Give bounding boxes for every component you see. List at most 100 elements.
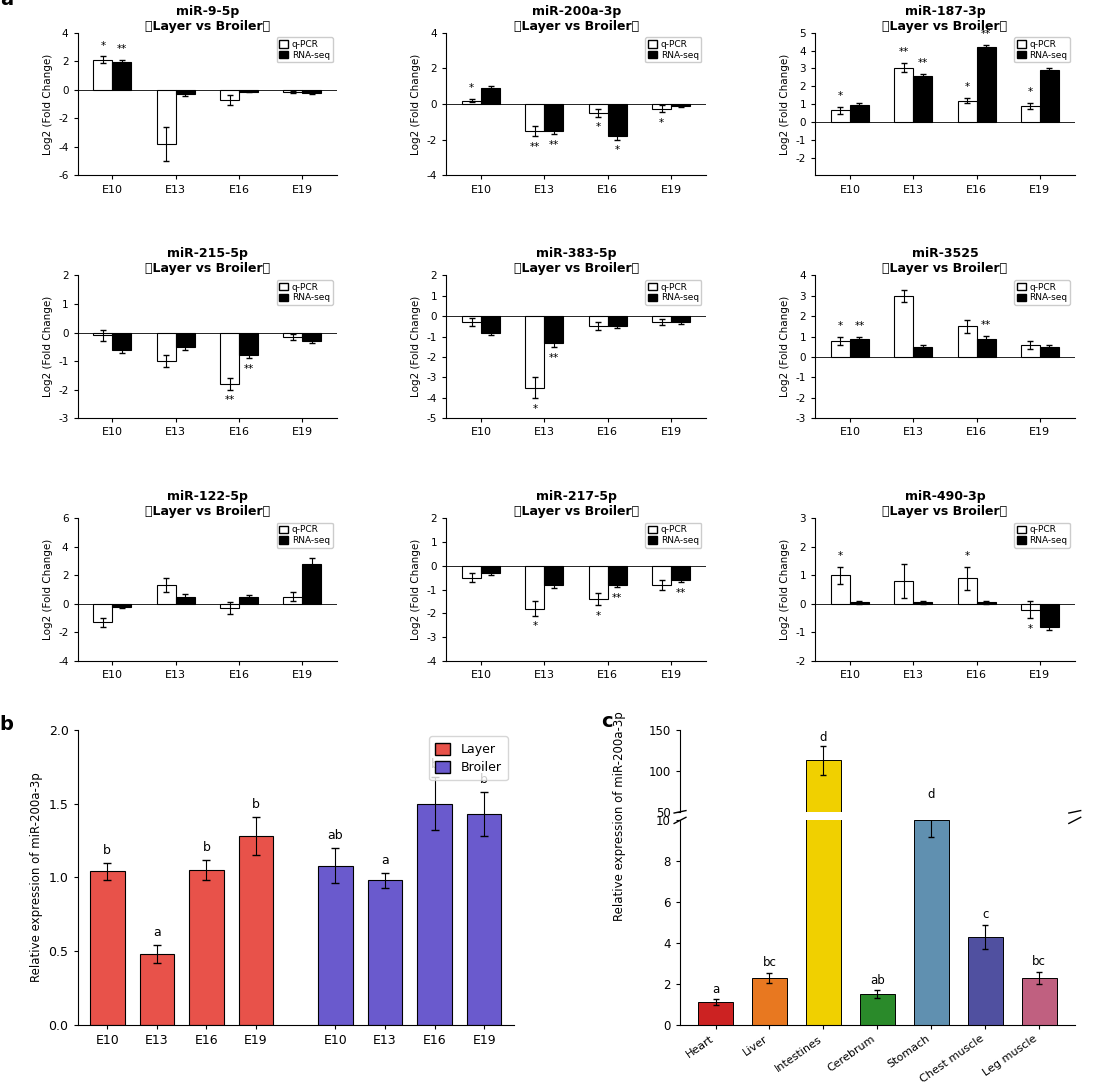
Bar <box>112 62 132 89</box>
Bar <box>462 316 481 323</box>
Bar <box>976 603 996 604</box>
Bar <box>894 68 913 122</box>
Text: *: * <box>965 550 970 561</box>
Bar <box>914 845 948 852</box>
Text: d: d <box>927 788 935 801</box>
Bar <box>1022 978 1057 1025</box>
Y-axis label: Log2 (Fold Change): Log2 (Fold Change) <box>411 53 421 155</box>
Text: a: a <box>153 926 161 940</box>
Text: **: ** <box>530 142 540 152</box>
Bar <box>93 60 112 89</box>
Bar <box>112 332 132 350</box>
Bar <box>1040 604 1059 627</box>
Text: *: * <box>533 621 537 631</box>
Bar <box>860 851 895 852</box>
Y-axis label: Relative expression of miR-200a-3p: Relative expression of miR-200a-3p <box>30 773 43 982</box>
Bar <box>806 761 841 852</box>
Text: **: ** <box>676 589 686 598</box>
Bar <box>544 566 564 584</box>
Bar <box>93 332 112 336</box>
Bar <box>894 581 913 604</box>
Text: *: * <box>1028 87 1033 97</box>
Bar <box>176 596 195 604</box>
Title: miR-9-5p
（Layer vs Broiler）: miR-9-5p （Layer vs Broiler） <box>145 4 270 33</box>
Bar <box>831 341 850 358</box>
Bar <box>671 316 690 323</box>
Bar <box>671 104 690 106</box>
Bar <box>653 316 671 323</box>
Bar <box>957 578 976 604</box>
Y-axis label: Log2 (Fold Change): Log2 (Fold Change) <box>411 538 421 640</box>
Bar <box>850 339 869 358</box>
Bar <box>525 316 544 388</box>
Bar <box>525 566 544 608</box>
Bar <box>588 316 608 326</box>
Bar <box>525 104 544 131</box>
Bar <box>894 295 913 358</box>
Bar <box>831 110 850 122</box>
Bar <box>368 881 402 1025</box>
Text: a: a <box>711 983 719 996</box>
Text: b: b <box>0 715 13 735</box>
Text: *: * <box>615 145 619 156</box>
Bar <box>957 100 976 122</box>
Text: **: ** <box>899 47 909 58</box>
Bar <box>850 105 869 122</box>
Bar <box>967 936 1003 1025</box>
Text: Relative expression of miR-200a-3p: Relative expression of miR-200a-3p <box>613 711 626 921</box>
Text: a: a <box>381 855 389 867</box>
Bar <box>608 104 627 136</box>
Text: b: b <box>480 773 488 786</box>
Text: *: * <box>659 118 664 128</box>
Bar <box>239 89 258 92</box>
Bar <box>544 104 564 131</box>
Bar <box>653 104 671 109</box>
Text: **: ** <box>244 364 254 374</box>
Text: **: ** <box>116 44 127 54</box>
Bar <box>238 836 274 1025</box>
Text: *: * <box>533 403 537 413</box>
Text: **: ** <box>613 593 623 603</box>
Legend: q-PCR, RNA-seq: q-PCR, RNA-seq <box>1014 523 1070 548</box>
Bar <box>156 89 176 144</box>
Bar <box>318 865 352 1025</box>
Bar <box>462 566 481 578</box>
Text: **: ** <box>548 352 560 363</box>
Bar <box>913 347 932 358</box>
Bar <box>466 814 502 1025</box>
Bar <box>1040 347 1059 358</box>
Text: b: b <box>431 759 439 772</box>
Title: miR-200a-3p
（Layer vs Broiler）: miR-200a-3p （Layer vs Broiler） <box>514 4 638 33</box>
Bar <box>90 872 125 1025</box>
Bar <box>220 332 239 384</box>
Text: *: * <box>965 82 970 93</box>
Bar <box>302 332 321 341</box>
Bar <box>860 994 895 1025</box>
Y-axis label: Log2 (Fold Change): Log2 (Fold Change) <box>780 53 790 155</box>
Title: miR-490-3p
（Layer vs Broiler）: miR-490-3p （Layer vs Broiler） <box>882 490 1007 518</box>
Legend: q-PCR, RNA-seq: q-PCR, RNA-seq <box>645 523 701 548</box>
Text: b: b <box>253 798 260 811</box>
Text: *: * <box>101 40 105 50</box>
Bar <box>914 821 948 1025</box>
Title: miR-383-5p
（Layer vs Broiler）: miR-383-5p （Layer vs Broiler） <box>514 247 638 276</box>
Text: *: * <box>838 550 843 561</box>
Bar <box>850 603 869 604</box>
Text: d: d <box>820 731 828 744</box>
Bar <box>176 89 195 94</box>
Bar <box>462 100 481 104</box>
Bar <box>967 849 1003 852</box>
Legend: q-PCR, RNA-seq: q-PCR, RNA-seq <box>645 37 701 62</box>
Y-axis label: Log2 (Fold Change): Log2 (Fold Change) <box>42 538 52 640</box>
Bar <box>1020 604 1040 609</box>
Text: a: a <box>0 0 13 9</box>
Legend: q-PCR, RNA-seq: q-PCR, RNA-seq <box>277 280 332 305</box>
Title: miR-215-5p
（Layer vs Broiler）: miR-215-5p （Layer vs Broiler） <box>145 247 270 276</box>
Bar <box>752 978 787 1025</box>
Bar <box>957 326 976 358</box>
Bar <box>806 0 841 1025</box>
Text: **: ** <box>225 396 235 405</box>
Legend: q-PCR, RNA-seq: q-PCR, RNA-seq <box>277 523 332 548</box>
Text: *: * <box>469 83 474 93</box>
Bar <box>608 316 627 326</box>
